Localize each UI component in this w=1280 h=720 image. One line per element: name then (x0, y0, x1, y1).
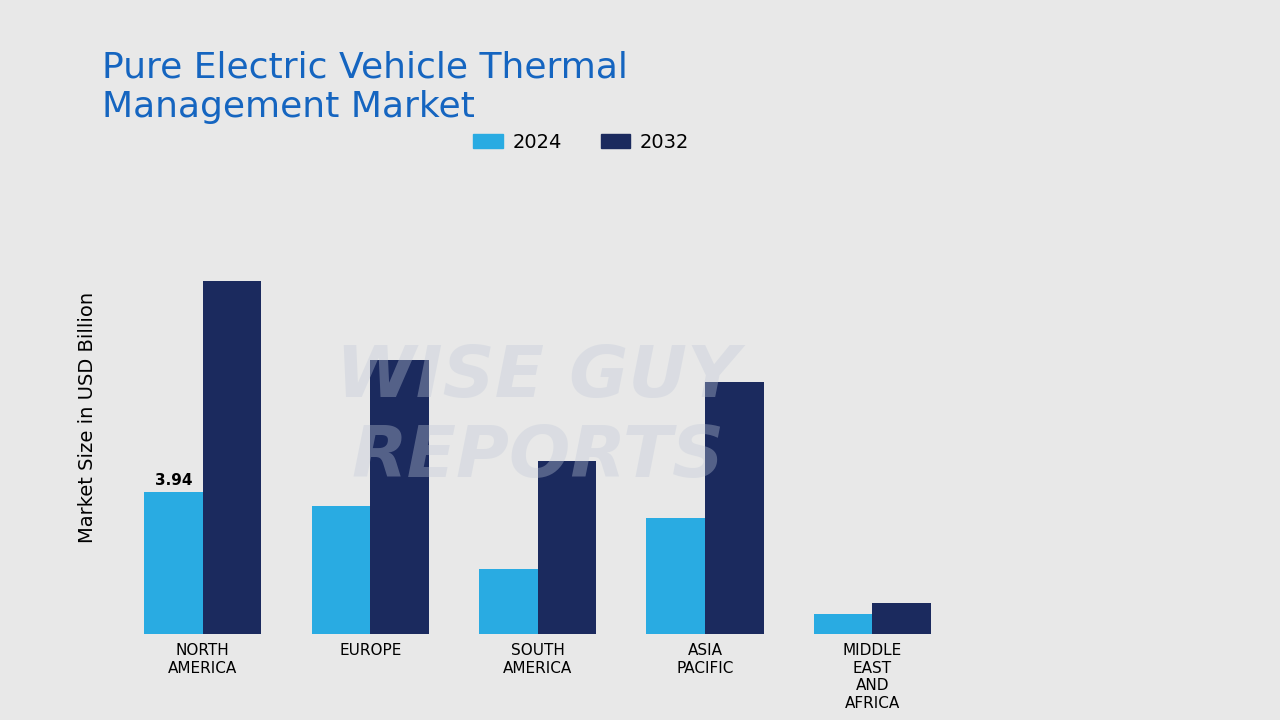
Bar (814, 613, 873, 634)
Text: Pure Electric Vehicle Thermal
Management Market: Pure Electric Vehicle Thermal Management… (102, 50, 628, 124)
Bar (311, 505, 370, 634)
Bar (873, 603, 931, 634)
Bar (145, 492, 202, 634)
Bar (646, 518, 705, 634)
Bar (370, 360, 429, 634)
Bar (705, 382, 764, 634)
Legend: 2024, 2032: 2024, 2032 (466, 125, 696, 159)
Bar (202, 281, 261, 634)
Bar (538, 461, 596, 634)
Bar (479, 569, 538, 634)
Y-axis label: Market Size in USD Billion: Market Size in USD Billion (78, 292, 97, 543)
Text: WISE GUY
REPORTS: WISE GUY REPORTS (335, 343, 740, 492)
Text: 3.94: 3.94 (155, 473, 192, 488)
